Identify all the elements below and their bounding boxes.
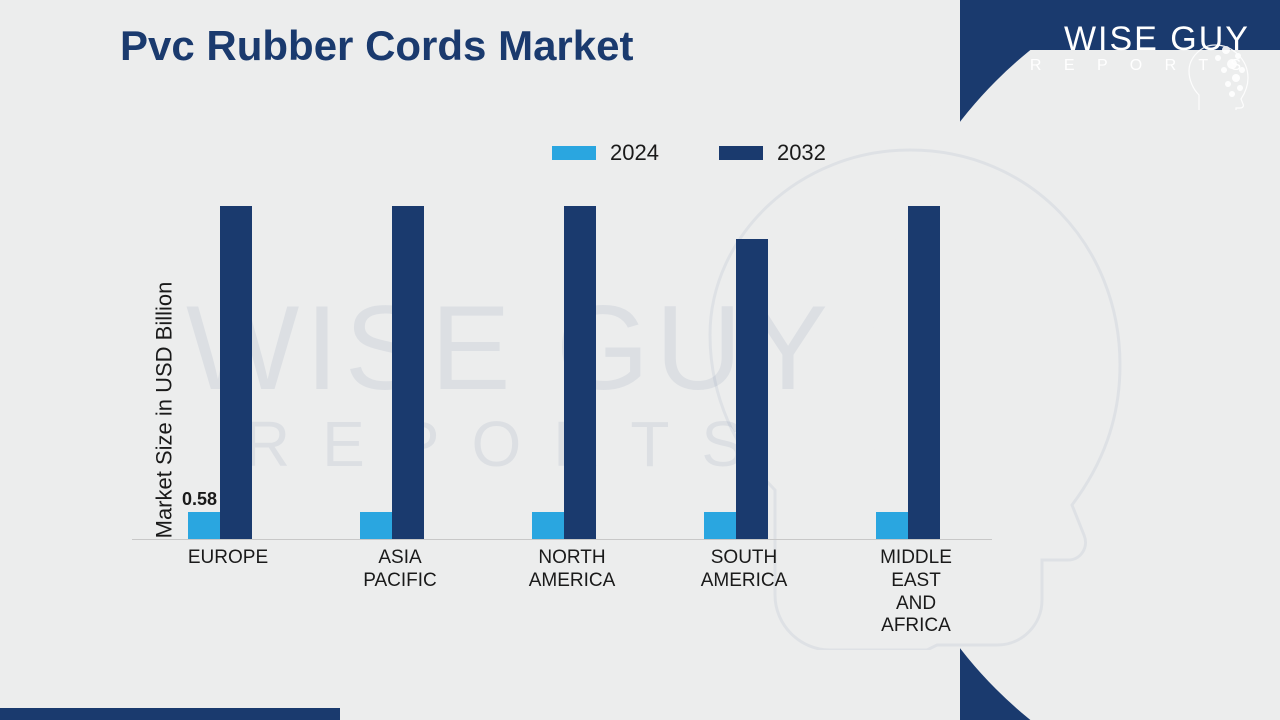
x-axis-label: SOUTHAMERICA — [659, 547, 829, 593]
bar-2024 — [876, 512, 908, 539]
bar-2024 — [532, 512, 564, 539]
bar-2032 — [736, 239, 768, 539]
bar-2032 — [392, 206, 424, 539]
legend-swatch-2032 — [719, 146, 763, 160]
legend-label-2032: 2032 — [777, 140, 826, 166]
legend: 2024 2032 — [552, 140, 826, 166]
chart-area: Market Size in USD Billion 2024 2032 0.5… — [72, 140, 992, 680]
bottom-accent-bar — [0, 708, 340, 720]
legend-item-2024: 2024 — [552, 140, 659, 166]
bar-value-label: 0.58 — [182, 489, 217, 510]
bar-2032 — [908, 206, 940, 539]
plot-region: 0.58EUROPEASIAPACIFICNORTHAMERICASOUTHAM… — [132, 188, 992, 540]
chart-title: Pvc Rubber Cords Market — [120, 22, 633, 70]
x-axis-label: EUROPE — [143, 547, 313, 570]
bar-2024 — [704, 512, 736, 539]
brand-logo: WISE GUY R E P O R T S — [1030, 22, 1250, 74]
legend-label-2024: 2024 — [610, 140, 659, 166]
legend-item-2032: 2032 — [719, 140, 826, 166]
bar-2024 — [360, 512, 392, 539]
logo-head-icon — [1180, 40, 1250, 110]
x-axis-label: NORTHAMERICA — [487, 547, 657, 593]
x-axis-label: MIDDLEEASTANDAFRICA — [831, 547, 1001, 638]
bar-2024: 0.58 — [188, 512, 220, 539]
bar-2032 — [220, 206, 252, 539]
bar-2032 — [564, 206, 596, 539]
x-axis-label: ASIAPACIFIC — [315, 547, 485, 593]
legend-swatch-2024 — [552, 146, 596, 160]
